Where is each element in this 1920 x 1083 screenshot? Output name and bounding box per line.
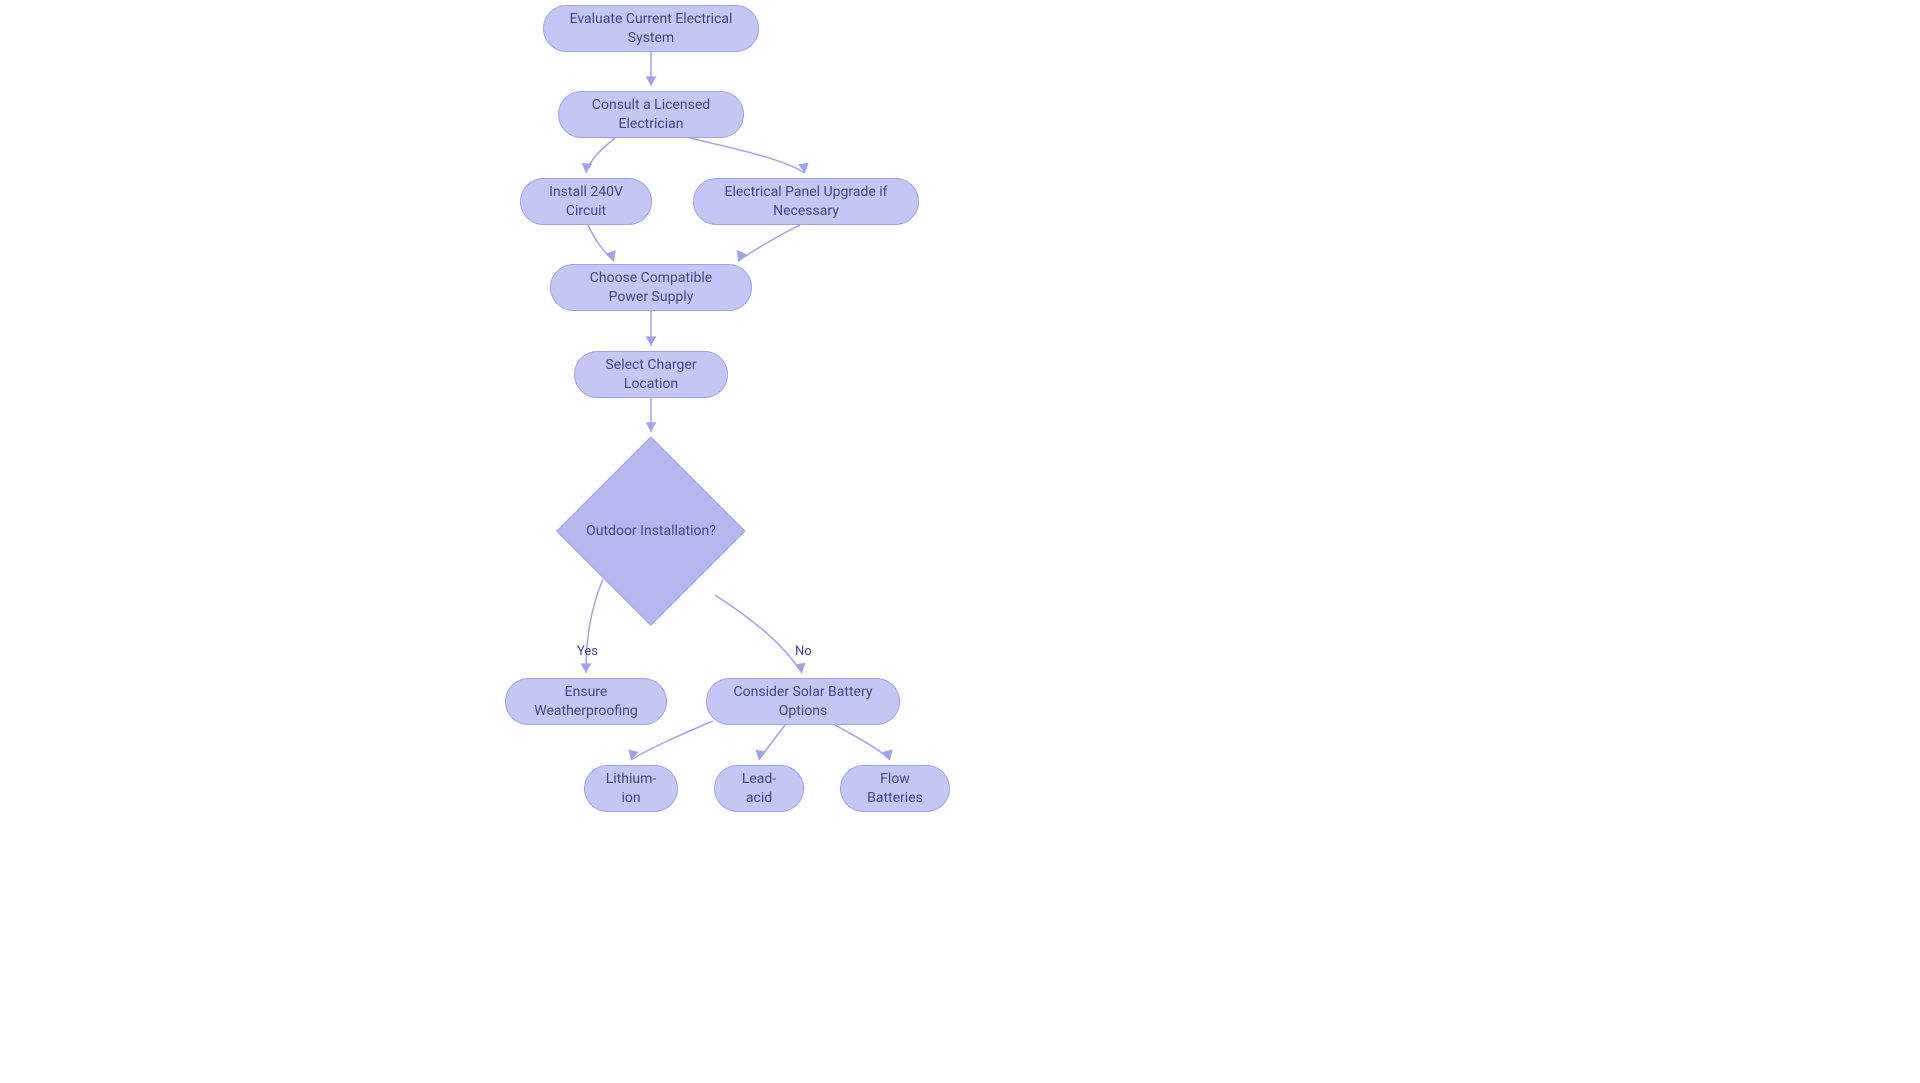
arrowhead-icon <box>795 663 806 673</box>
edge <box>835 725 890 760</box>
edge-label: Yes <box>577 644 598 659</box>
flowchart-canvas: Yes No Evaluate Current Electrical System C… <box>0 0 1920 1083</box>
arrowhead-icon <box>755 750 766 760</box>
arrowhead-icon <box>646 422 657 432</box>
flow-node-n11: Lead-acid <box>714 765 804 812</box>
edge-label: No <box>795 644 812 659</box>
edge <box>759 725 785 760</box>
flow-node-n1: Evaluate Current Electrical System <box>543 5 759 52</box>
flow-node-n3: Install 240V Circuit <box>520 178 652 225</box>
arrowhead-icon <box>581 663 592 673</box>
flow-node-n8: Ensure Weatherproofing <box>505 678 667 725</box>
edge <box>738 225 800 261</box>
diamond-label: Outdoor Installation? <box>557 437 746 626</box>
flow-node-n4: Electrical Panel Upgrade if Necessary <box>693 178 919 225</box>
arrowhead-icon <box>882 749 892 760</box>
flow-node-n6: Select Charger Location <box>574 351 728 398</box>
arrowhead-icon <box>628 749 638 760</box>
flow-node-n9: Consider Solar Battery Options <box>706 678 900 725</box>
flow-node-n10: Lithium-ion <box>584 765 678 812</box>
arrowhead-icon <box>737 250 747 261</box>
edges-layer <box>0 0 1920 1083</box>
flow-node-n5: Choose Compatible Power Supply <box>550 264 752 311</box>
arrowhead-icon <box>646 76 657 86</box>
arrowhead-icon <box>798 163 809 173</box>
flow-decision-n7: Outdoor Installation? <box>557 437 746 626</box>
arrowhead-icon <box>581 163 592 173</box>
flow-node-n12: Flow Batteries <box>840 765 950 812</box>
edge <box>690 138 805 173</box>
edge <box>586 138 615 173</box>
arrowhead-icon <box>646 336 657 346</box>
flow-node-n2: Consult a Licensed Electrician <box>558 91 744 138</box>
edge <box>631 721 713 760</box>
arrowhead-icon <box>606 250 616 261</box>
edge <box>588 225 614 261</box>
